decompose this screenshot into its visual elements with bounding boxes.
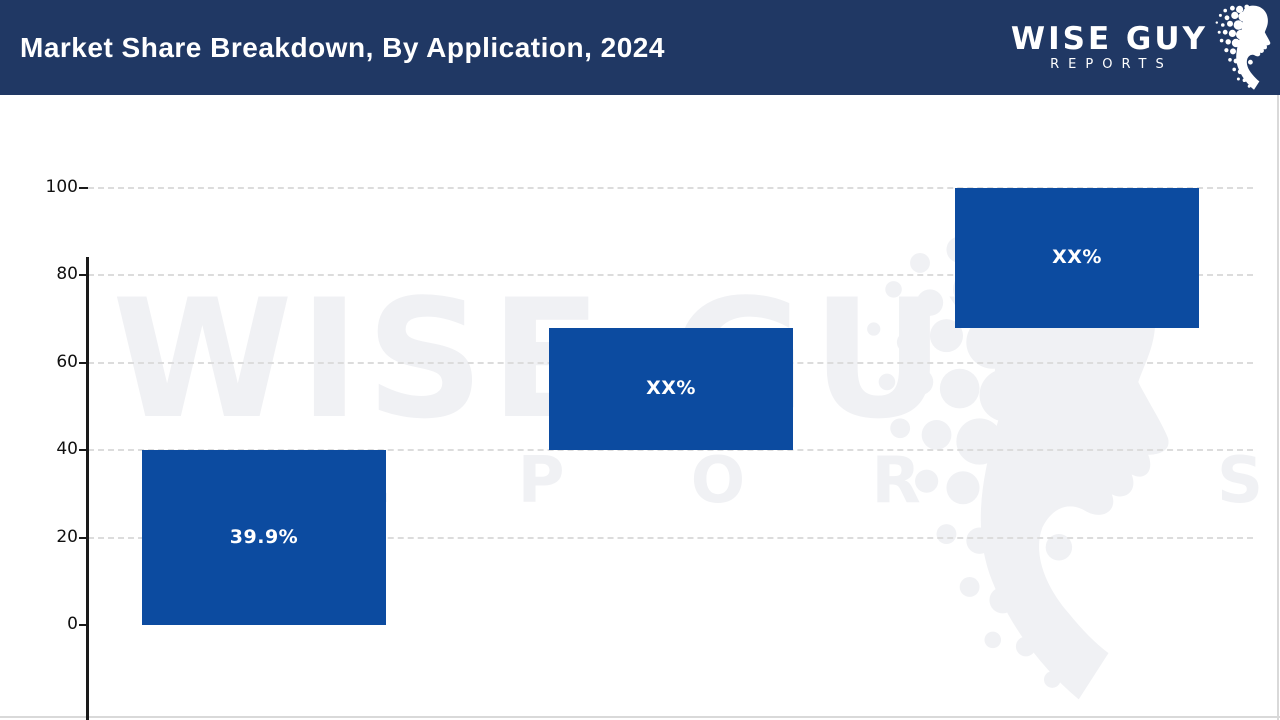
y-tick-label-40: 40 <box>56 439 78 459</box>
bar-2 <box>955 187 1199 328</box>
bar-value-label-1: XX% <box>646 376 696 399</box>
right-edge-line <box>1277 95 1279 720</box>
y-tick-60 <box>79 361 88 364</box>
y-tick-40 <box>79 449 88 451</box>
logo-text: WISE GUY REPORTS <box>1011 23 1208 73</box>
logo-wordmark: WISE GUY <box>1010 20 1208 57</box>
gridline-y-100 <box>88 186 1253 189</box>
header-bar: Market Share Breakdown, By Application, … <box>0 0 1280 95</box>
y-tick-label-20: 20 <box>56 526 78 547</box>
gridline-y-80 <box>88 274 1253 276</box>
y-tick-100 <box>79 186 88 189</box>
bottom-edge-line <box>0 716 1280 718</box>
y-tick-label-60: 60 <box>56 351 78 372</box>
y-tick-20 <box>79 536 88 539</box>
bar-1 <box>549 327 793 451</box>
gridline-y-20 <box>88 536 1253 539</box>
y-tick-80 <box>79 274 88 276</box>
page-title: Market Share Breakdown, By Application, … <box>20 31 665 63</box>
chart-plot-area: 02040608010039.9%IndustrialAutomationXX%… <box>0 95 1280 720</box>
y-tick-label-0: 0 <box>67 614 78 634</box>
y-tick-label-100: 100 <box>45 176 78 197</box>
y-tick-0 <box>79 624 88 626</box>
dotted-face-logo-icon <box>1194 1 1272 95</box>
bar-value-label-0: 39.9% <box>229 525 299 548</box>
bar-value-label-2: XX% <box>1052 245 1102 268</box>
wise-guy-reports-logo: WISE GUY REPORTS <box>1011 1 1272 95</box>
bar-0 <box>142 450 386 625</box>
y-axis-line <box>86 257 89 720</box>
logo-subtitle: REPORTS <box>1050 56 1173 72</box>
y-tick-label-80: 80 <box>56 264 78 284</box>
